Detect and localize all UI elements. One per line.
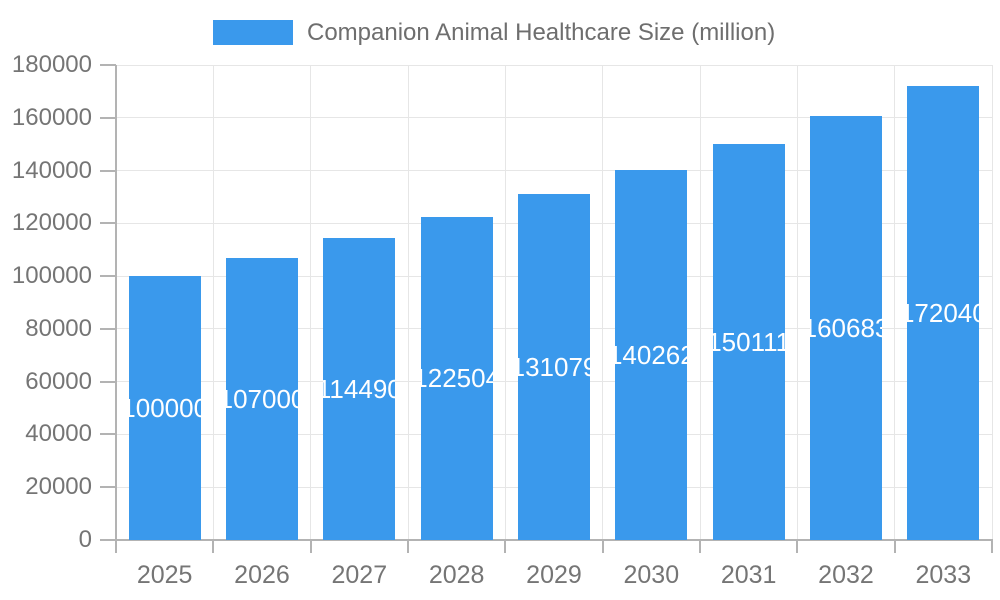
x-axis-label: 2027 [331,561,388,589]
y-axis-label: 180000 [11,51,92,78]
x-tick-mark [991,540,993,553]
y-gridline [116,64,992,66]
y-tick-mark [100,539,116,541]
x-gridline [894,65,896,540]
x-gridline [407,65,409,540]
bar-value-label: 122504 [421,363,493,394]
bar-value-label: 100000 [129,393,201,424]
y-axis-label: 100000 [11,262,92,290]
x-axis-label: 2026 [234,561,290,589]
y-tick-mark [100,327,116,330]
y-axis-label: 120000 [11,209,92,237]
x-gridline [699,65,701,540]
x-axis-label: 2031 [720,561,777,589]
y-tick-mark [100,380,116,383]
x-tick-mark [796,540,799,553]
y-tick-mark [100,486,116,489]
x-tick-mark [212,540,215,553]
bar: 100000 [128,276,201,540]
y-tick-mark [100,169,116,172]
bar-value-label: 140262 [615,339,687,370]
x-tick-mark [309,540,312,553]
x-gridline [796,65,798,540]
y-axis-label: 20000 [25,473,92,501]
x-axis-label: 2029 [526,561,582,589]
x-tick-mark [893,540,896,553]
y-axis-label: 80000 [25,314,92,342]
y-tick-mark [100,116,116,119]
bar: 160683 [810,115,882,540]
bar-value-label: 107000 [226,383,298,414]
x-axis-line [115,539,993,541]
y-tick-mark [100,222,116,225]
bar: 150111 [712,143,785,540]
x-axis-label: 2032 [818,561,874,589]
bar: 172040 [907,86,980,540]
y-axis-label: 140000 [11,156,92,184]
bar: 131079 [518,194,590,540]
x-tick-mark [407,540,409,553]
y-axis-label: 160000 [11,103,92,131]
bar-value-label: 160683 [810,312,882,343]
chart-title: Companion Animal Healthcare Size (millio… [307,19,776,46]
y-axis-label: 60000 [25,367,92,395]
y-tick-mark [100,433,116,436]
x-axis-label: 2025 [136,561,193,589]
bar-value-label: 172040 [907,297,979,328]
bar: 114490 [323,237,396,540]
y-axis-label: 40000 [25,420,92,448]
x-axis-label: 2030 [623,561,680,589]
y-axis-label: 0 [78,526,92,553]
bar-value-label: 114490 [323,373,396,404]
x-gridline [212,65,214,540]
bar-value-label: 131079 [518,352,590,383]
y-gridline [116,117,992,119]
x-gridline [602,65,604,540]
x-gridline [504,65,506,540]
x-tick-mark [115,540,117,553]
x-gridline [310,65,312,540]
bar-value-label: 150111 [712,326,785,357]
y-tick-mark [100,64,116,66]
y-tick-mark [100,275,116,278]
bar: 140262 [615,169,688,540]
y-axis-line [115,65,117,540]
bar: 107000 [226,257,298,540]
x-tick-mark [601,540,604,553]
x-gridline [991,65,993,540]
x-tick-mark [699,540,701,553]
y-gridline [116,170,992,172]
x-axis-label: 2033 [915,561,972,589]
x-axis-label: 2028 [428,561,485,589]
bar: 122504 [420,216,493,540]
legend-swatch [213,20,293,45]
x-tick-mark [504,540,507,553]
